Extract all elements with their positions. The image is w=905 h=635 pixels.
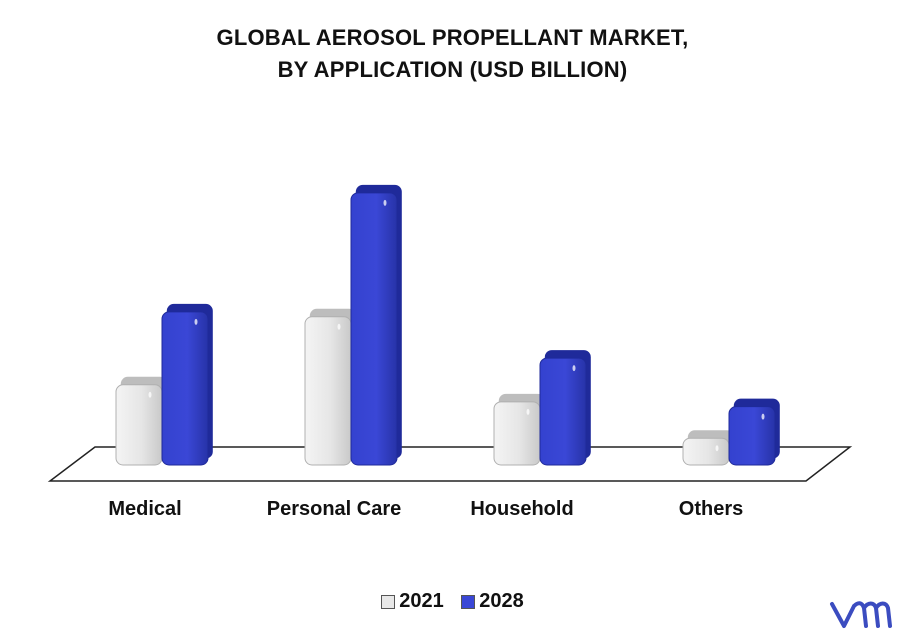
chart-floor bbox=[47, 446, 853, 482]
legend-item-2021: 2021 bbox=[381, 590, 444, 613]
chart-title-line-1: GLOBAL AEROSOL PROPELLANT MARKET, bbox=[216, 25, 689, 50]
chart-title: GLOBAL AEROSOL PROPELLANT MARKET, BY APP… bbox=[0, 22, 905, 86]
x-tick-label-medical: Medical bbox=[108, 498, 181, 520]
bar-medical-2021 bbox=[115, 376, 167, 466]
bar-household-2021 bbox=[493, 393, 545, 466]
legend-label-2028: 2028 bbox=[479, 590, 524, 612]
bar-household-2028 bbox=[539, 350, 591, 466]
bar-medical-2028 bbox=[161, 303, 213, 466]
x-tick-label-household: Household bbox=[470, 498, 573, 520]
legend-swatch-2021 bbox=[381, 594, 396, 609]
x-tick-label-others: Others bbox=[679, 498, 743, 520]
chart-title-line-2: BY APPLICATION (USD BILLION) bbox=[277, 57, 628, 82]
bar-others-2028 bbox=[728, 398, 780, 466]
bar-personal-care-2021 bbox=[304, 308, 356, 466]
legend: 2021 2028 bbox=[0, 590, 905, 615]
legend-item-2028: 2028 bbox=[461, 590, 524, 613]
bar-personal-care-2028 bbox=[350, 184, 402, 466]
legend-swatch-2028 bbox=[461, 594, 476, 609]
legend-label-2021: 2021 bbox=[399, 590, 444, 612]
vmr-logo-icon bbox=[830, 601, 892, 628]
bar-others-2021 bbox=[682, 430, 734, 466]
x-tick-label-personal-care: Personal Care bbox=[267, 498, 402, 520]
